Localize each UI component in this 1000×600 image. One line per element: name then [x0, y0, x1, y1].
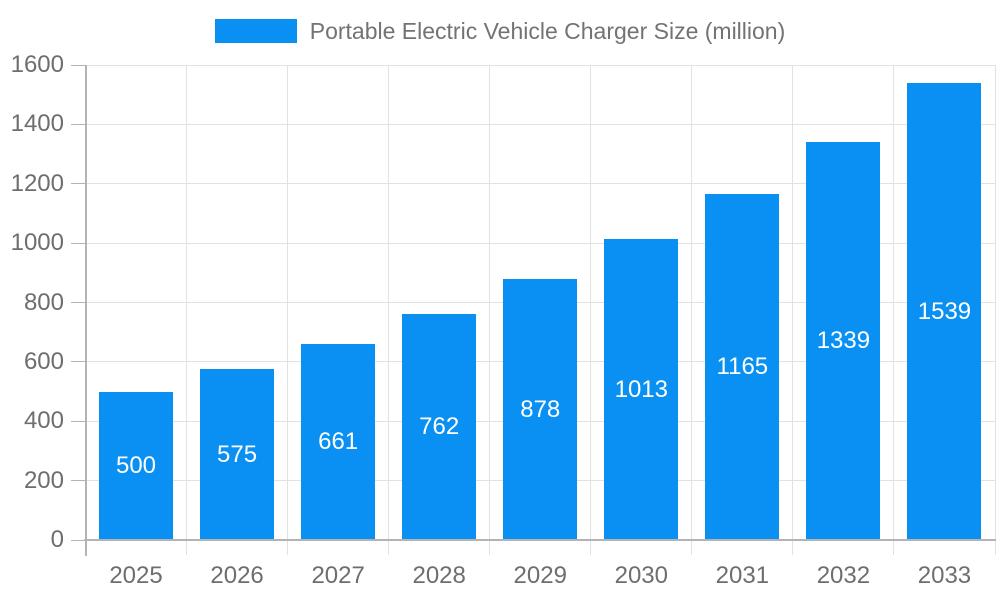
- x-axis-tick: [388, 541, 390, 555]
- y-axis-line: [84, 65, 87, 556]
- y-axis-label: 400: [23, 407, 64, 435]
- v-gridline: [186, 65, 188, 540]
- legend-swatch: [214, 19, 297, 43]
- x-axis-tick: [893, 541, 895, 555]
- v-gridline: [489, 65, 491, 540]
- y-axis-tick: [71, 420, 86, 422]
- h-gridline: [85, 123, 995, 125]
- y-axis-label: 200: [23, 466, 64, 494]
- legend-label: Portable Electric Vehicle Charger Size (…: [309, 18, 786, 44]
- x-axis-label: 2031: [715, 562, 770, 589]
- y-axis-label: 1600: [10, 51, 64, 78]
- x-axis-label: 2032: [816, 562, 871, 589]
- bar-2025: [99, 391, 174, 540]
- y-axis-label: 600: [23, 347, 64, 375]
- x-axis-label: 2033: [917, 562, 972, 589]
- bar-2032: [806, 142, 881, 540]
- x-axis-label: 2027: [311, 562, 365, 589]
- y-axis-tick: [71, 539, 86, 541]
- chart-legend[interactable]: Portable Electric Vehicle Charger Size (…: [0, 17, 1000, 45]
- x-axis-label: 2028: [412, 562, 466, 589]
- v-gridline: [994, 65, 996, 540]
- y-axis-label: 0: [50, 526, 64, 553]
- h-gridline: [85, 64, 995, 66]
- x-axis-tick: [590, 541, 592, 555]
- x-axis-label: 2030: [614, 562, 668, 589]
- bar-value-label: 762: [419, 412, 460, 440]
- bar-value-label: 1013: [614, 375, 668, 403]
- y-axis-tick: [71, 361, 86, 363]
- x-axis-line: [84, 539, 996, 541]
- x-axis-tick: [287, 541, 289, 555]
- x-axis-label: 2025: [109, 562, 163, 589]
- y-axis-tick: [71, 183, 86, 185]
- y-axis-label: 1000: [10, 229, 64, 257]
- y-axis-tick: [71, 242, 86, 244]
- v-gridline: [590, 65, 592, 540]
- h-gridline: [85, 242, 995, 244]
- bar-value-label: 878: [520, 395, 561, 423]
- bar-value-label: 1165: [716, 353, 769, 381]
- v-gridline: [388, 65, 390, 540]
- bar-2030: [604, 239, 679, 540]
- bar-2033: [907, 83, 982, 540]
- bar-2028: [402, 313, 477, 540]
- bar-value-label: 500: [115, 451, 157, 479]
- x-axis-label: 2026: [210, 562, 264, 589]
- v-gridline: [691, 65, 693, 540]
- x-axis-label: 2029: [513, 562, 567, 589]
- bar-2031: [705, 194, 780, 540]
- bar-value-label: 575: [217, 440, 258, 468]
- y-axis-label: 800: [23, 288, 64, 316]
- x-axis-tick: [489, 541, 491, 555]
- v-gridline: [792, 65, 794, 540]
- x-axis-tick: [994, 541, 996, 555]
- v-gridline: [287, 65, 289, 540]
- bar-2029: [503, 279, 578, 540]
- x-axis-tick: [691, 541, 693, 555]
- y-axis-label: 1400: [10, 110, 64, 138]
- v-gridline: [893, 65, 895, 540]
- bar-2027: [301, 343, 376, 540]
- y-axis-tick: [71, 123, 86, 125]
- y-axis-label: 1200: [10, 169, 64, 197]
- x-axis-tick: [792, 541, 794, 555]
- bar-value-label: 1339: [816, 327, 871, 355]
- x-axis-tick: [186, 541, 188, 555]
- y-axis-tick: [71, 302, 86, 303]
- bar-2026: [200, 369, 275, 540]
- y-axis-tick: [71, 480, 86, 482]
- y-axis-tick: [71, 64, 86, 66]
- bar-value-label: 1539: [917, 297, 972, 325]
- bar-value-label: 661: [318, 427, 359, 455]
- h-gridline: [85, 183, 995, 185]
